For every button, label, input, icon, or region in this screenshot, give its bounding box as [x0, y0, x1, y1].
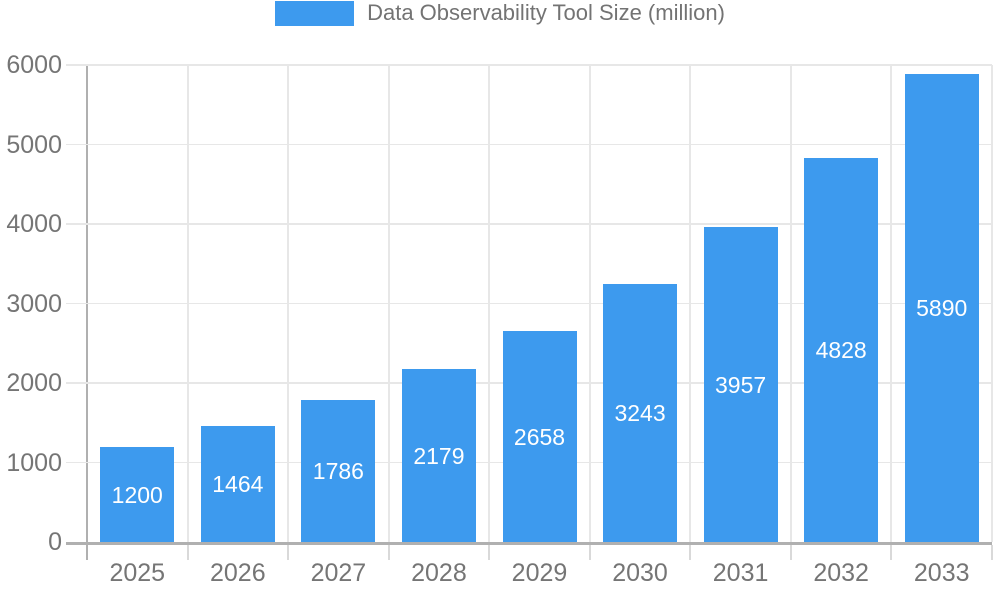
bar-value-label: 3957: [715, 371, 767, 398]
legend[interactable]: Data Observability Tool Size (million): [0, 0, 1000, 26]
y-axis-line: [86, 65, 88, 560]
bar-value-label: 3243: [614, 400, 666, 426]
y-axis-label: 4000: [6, 210, 62, 238]
gridline-vertical: [387, 65, 390, 542]
bar-2033[interactable]: 5890: [904, 74, 979, 542]
gridline-vertical: [991, 65, 993, 542]
gridline-horizontal: [66, 223, 992, 225]
gridline-vertical: [588, 65, 591, 542]
gridline-horizontal: [66, 64, 992, 66]
bar-value-label: 1200: [111, 481, 163, 508]
x-axis-labels: 2025 2026 2027 2028 2029 2030 2031 2032 2033: [87, 558, 992, 590]
legend-label[interactable]: Data Observability Tool Size (million): [367, 0, 725, 25]
x-axis-label: 2033: [913, 559, 970, 587]
x-axis-label: 2025: [109, 559, 166, 587]
x-axis-tick: [287, 545, 290, 560]
x-axis-label: 2027: [310, 559, 367, 587]
x-axis-label: 2029: [511, 559, 568, 587]
bar-2027[interactable]: 1786: [301, 400, 376, 542]
x-axis-label: 2031: [712, 559, 769, 587]
x-axis-line: [66, 542, 992, 545]
gridline-vertical: [789, 65, 792, 542]
bar-value-label: 4828: [815, 337, 867, 363]
y-axis-label: 1000: [6, 448, 62, 477]
y-axis-labels: 0 1000 2000 3000 4000 5000 6000: [0, 51, 62, 556]
bar-2025[interactable]: 1200: [100, 447, 175, 542]
x-axis-label: 2028: [411, 559, 467, 587]
bar-2032[interactable]: 4828: [804, 158, 879, 542]
gridline-vertical: [287, 65, 290, 542]
x-axis-tick: [991, 545, 993, 560]
gridline-vertical: [890, 65, 893, 542]
x-axis-label: 2026: [210, 559, 266, 587]
plot-area: 1200 1464 1786 2179 2658 3243 3957 4828 5890: [66, 64, 993, 560]
x-axis-tick: [689, 545, 692, 560]
x-axis-tick: [186, 545, 189, 560]
y-axis-label: 6000: [6, 51, 62, 79]
x-axis-label: 2030: [612, 559, 668, 587]
y-axis-label: 2000: [6, 369, 62, 397]
gridline-horizontal: [66, 143, 992, 146]
bar-2028[interactable]: 2179: [401, 369, 476, 542]
bar-2031[interactable]: 3957: [703, 227, 778, 542]
gridline-vertical: [186, 65, 189, 542]
bar-2030[interactable]: 3243: [603, 284, 678, 542]
bar-value-label: 1464: [212, 471, 264, 497]
x-axis-tick: [789, 545, 792, 560]
y-axis-label: 0: [48, 528, 62, 556]
bar-value-label: 1786: [312, 458, 364, 484]
x-axis-tick: [488, 545, 491, 560]
x-axis-tick: [387, 545, 390, 560]
gridline-vertical: [689, 65, 692, 542]
bar-2029[interactable]: 2658: [502, 331, 577, 542]
x-axis-label: 2032: [813, 559, 869, 587]
gridline-horizontal: [66, 302, 992, 305]
x-axis-tick: [890, 545, 893, 560]
bar-value-label: 2658: [513, 423, 566, 450]
legend-swatch-icon[interactable]: [275, 0, 355, 26]
bar-value-label: 2179: [413, 442, 465, 469]
y-axis-label: 3000: [6, 289, 62, 318]
y-axis-label: 5000: [6, 130, 62, 159]
x-axis-tick: [588, 545, 591, 560]
bar-value-label: 5890: [916, 295, 968, 321]
gridline-vertical: [488, 65, 491, 542]
bar-2026[interactable]: 1464: [200, 426, 275, 542]
